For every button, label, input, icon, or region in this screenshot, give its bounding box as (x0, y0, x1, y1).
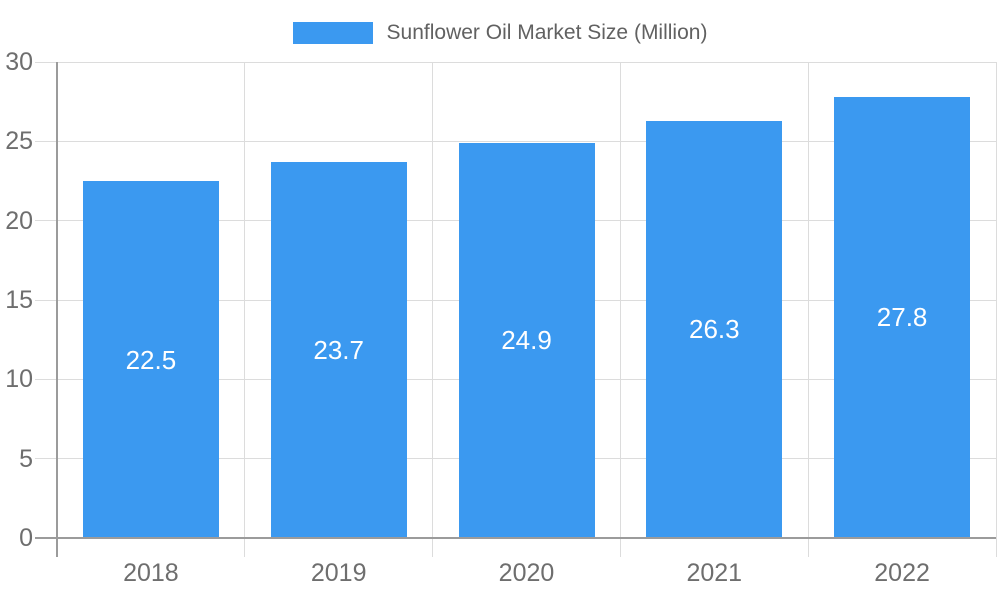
x-axis-tick-label: 2020 (498, 559, 555, 587)
x-axis-tick-label: 2021 (686, 559, 743, 587)
bar-value-label: 22.5 (125, 344, 177, 375)
legend: Sunflower Oil Market Size (Million) (0, 21, 1000, 45)
bar-2020[interactable] (458, 142, 595, 538)
y-axis-tick-label: 20 (5, 206, 33, 235)
x-axis-tick-label: 2022 (874, 559, 930, 587)
bar-value-label: 26.3 (688, 314, 740, 345)
bar-value-label: 27.8 (876, 302, 928, 333)
x-axis-line (35, 537, 996, 539)
bar-value-label: 24.9 (501, 325, 552, 356)
y-axis-tick-label: 30 (5, 48, 33, 76)
legend-swatch[interactable] (292, 22, 373, 44)
gridline-vertical (244, 62, 246, 557)
gridline-vertical (995, 62, 997, 557)
y-axis-tick-label: 15 (5, 286, 33, 314)
x-axis-tick-label: 2018 (123, 559, 179, 587)
x-axis-tick-label: 2019 (310, 559, 367, 587)
bar-2019[interactable] (270, 161, 407, 538)
y-axis-line (56, 62, 58, 557)
y-axis-tick-label: 0 (19, 524, 33, 552)
bar-2021[interactable] (646, 120, 783, 538)
gridline-vertical (432, 62, 434, 557)
y-axis-tick-label: 25 (5, 127, 33, 156)
gridline-vertical (619, 62, 621, 557)
y-axis-tick-label: 5 (19, 444, 33, 473)
bar-value-label: 23.7 (313, 334, 364, 365)
legend-label[interactable]: Sunflower Oil Market Size (Million) (386, 21, 708, 44)
y-axis-tick-label: 10 (5, 365, 33, 394)
gridline-horizontal (35, 140, 996, 142)
gridline-vertical (807, 62, 809, 557)
gridline-horizontal (35, 61, 996, 63)
bar-2018[interactable] (82, 181, 219, 538)
bar-2022[interactable] (834, 96, 971, 538)
